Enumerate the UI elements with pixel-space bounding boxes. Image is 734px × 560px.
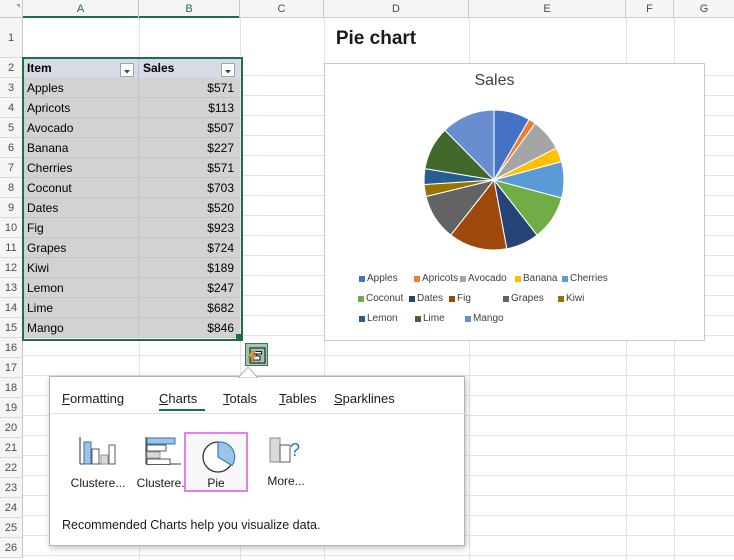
svg-text:?: ?	[290, 440, 300, 460]
